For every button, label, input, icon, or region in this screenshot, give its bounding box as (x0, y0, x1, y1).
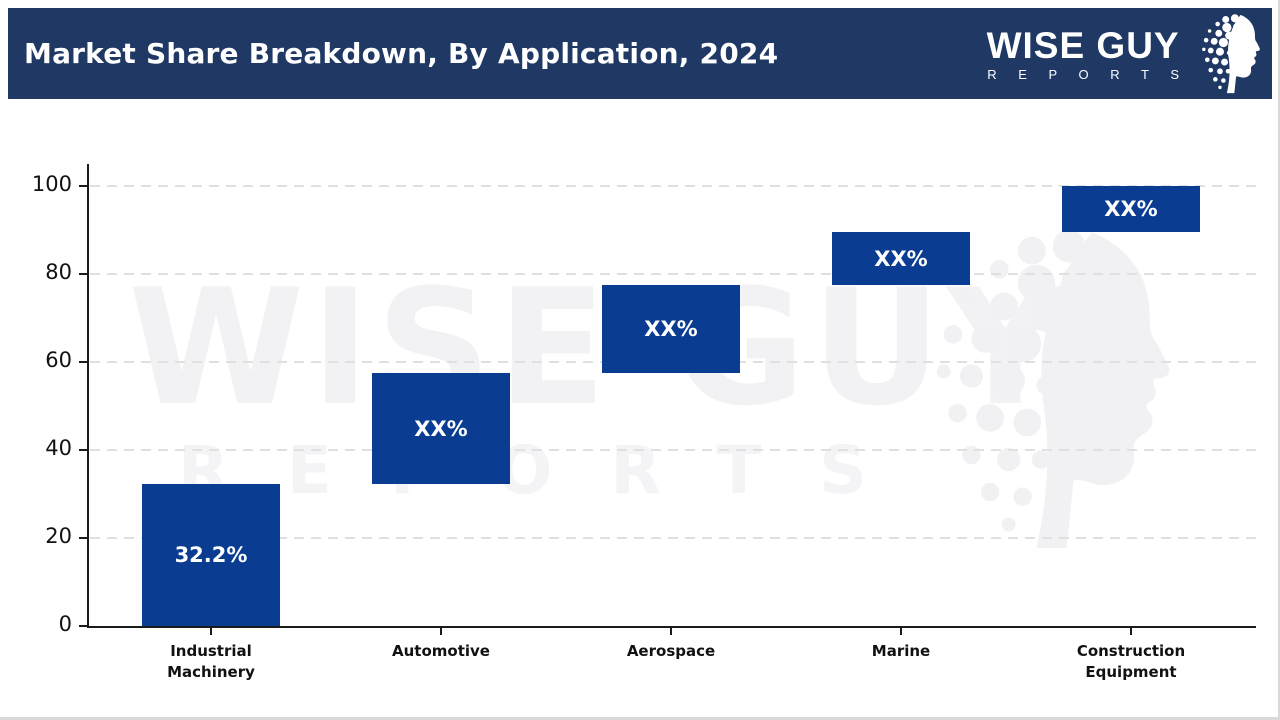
y-tick (79, 361, 88, 363)
x-axis-label: Aerospace (626, 642, 716, 660)
brand-logo: WISE GUY R E P O R T S (978, 12, 1272, 96)
x-axis-line (87, 626, 1256, 628)
x-axis-label: Automotive (392, 642, 490, 660)
bar: XX% (602, 285, 740, 373)
y-tick (79, 273, 88, 275)
bar: 32.2% (142, 484, 280, 626)
y-tick-label: 20 (45, 524, 72, 548)
brand-subtitle: R E P O R T S (987, 66, 1188, 82)
gridline (90, 273, 1256, 275)
bar: XX% (1062, 186, 1200, 233)
y-tick (79, 625, 88, 627)
x-tick (900, 628, 902, 635)
bar-label: XX% (874, 246, 928, 271)
y-tick-label: 100 (31, 172, 72, 196)
y-tick-label: 60 (45, 348, 72, 372)
y-tick-label: 80 (45, 260, 72, 284)
bar-label: 32.2% (174, 543, 248, 568)
x-axis-label: Construction Equipment (1076, 642, 1186, 681)
x-tick (1130, 628, 1132, 635)
watermark-subtext: REPORTS (178, 432, 925, 509)
watermark-text: WISE GUY (128, 254, 1070, 441)
bar-label: XX% (1104, 197, 1158, 222)
x-axis-label: Marine (871, 642, 931, 660)
bar-label: XX% (414, 416, 468, 441)
bar: XX% (372, 373, 510, 485)
brand-logo-text: WISE GUY R E P O R T S (978, 27, 1188, 81)
brand-face-icon (1202, 13, 1260, 93)
page-title: Market Share Breakdown, By Application, … (24, 37, 779, 70)
x-tick (440, 628, 442, 635)
bar: XX% (832, 232, 970, 285)
x-axis-label: Industrial Machinery (167, 642, 255, 681)
y-tick (79, 449, 88, 451)
bar-label: XX% (644, 317, 698, 341)
y-axis-line (87, 164, 89, 628)
y-tick-label: 40 (45, 436, 72, 460)
gridline (90, 537, 1256, 539)
y-tick (79, 537, 88, 539)
gridline (90, 185, 1256, 187)
brand-name: WISE GUY (986, 24, 1180, 66)
header-bar: Market Share Breakdown, By Application, … (8, 8, 1272, 99)
y-tick (79, 185, 88, 187)
x-tick (670, 628, 672, 635)
y-tick-label: 0 (58, 612, 72, 636)
gridline (90, 449, 1256, 451)
x-tick (210, 628, 212, 635)
